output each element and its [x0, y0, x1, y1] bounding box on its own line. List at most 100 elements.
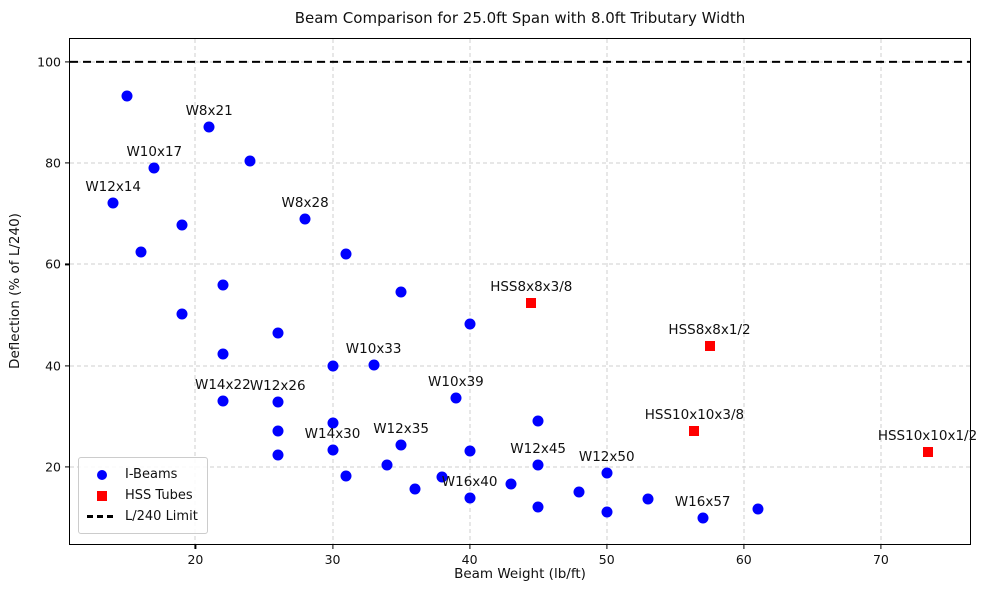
- x-gridline: [743, 39, 745, 544]
- data-point: [217, 348, 229, 360]
- chart-title: Beam Comparison for 25.0ft Span with 8.0…: [294, 9, 746, 27]
- data-point-label: HSS10x10x1/2: [877, 428, 978, 445]
- x-tick-label: 20: [187, 552, 204, 567]
- x-tick-mark: [880, 544, 882, 549]
- legend-swatch: [79, 490, 125, 501]
- x-tick-mark: [331, 544, 334, 549]
- data-point: [244, 155, 256, 167]
- y-tick-mark: [65, 365, 70, 367]
- data-point: [340, 470, 352, 482]
- data-point-label: W12x26: [249, 377, 306, 394]
- data-point-w12x45: [532, 459, 544, 471]
- legend-entry: I-Beams: [79, 464, 207, 485]
- data-point-hss8x8x1/2: [704, 340, 715, 351]
- data-point: [176, 308, 188, 320]
- data-point: [272, 449, 284, 461]
- y-tick-label: 60: [45, 256, 61, 272]
- y-tick-mark: [65, 61, 70, 63]
- legend-swatch: [79, 469, 125, 480]
- y-tick-label: 40: [45, 358, 61, 374]
- data-point-label: W10x17: [126, 143, 183, 160]
- x-tick-mark: [469, 544, 471, 549]
- data-point-w12x50: [601, 467, 613, 479]
- data-point-label: W12x35: [373, 421, 429, 438]
- data-point: [505, 478, 517, 490]
- data-point-w14x22: [217, 395, 229, 407]
- legend-label: I-Beams: [125, 467, 178, 482]
- data-point: [752, 503, 763, 515]
- x-gridline: [606, 39, 608, 544]
- data-point-label: W14x30: [304, 425, 361, 442]
- data-point-label: W12x14: [85, 178, 142, 195]
- limit-line: [70, 60, 970, 63]
- plot-area: I-Beams HSS Tubes L/240 Limit 20 30 40 50 60 70…: [37, 38, 977, 567]
- data-point-w12x35: [395, 439, 407, 451]
- data-point-label: W12x50: [578, 448, 635, 465]
- y-gridline: [70, 365, 970, 367]
- data-point: [272, 425, 284, 437]
- data-point-label: W10x33: [345, 340, 402, 357]
- data-point-label: HSS10x10x3/8: [644, 407, 745, 424]
- y-tick-label: 80: [45, 155, 61, 171]
- x-tick-label: 70: [872, 552, 889, 567]
- data-point-label: W16x40: [441, 474, 498, 491]
- data-point-label: W8x21: [185, 102, 233, 119]
- data-point: [436, 471, 448, 483]
- data-point-label: W10x39: [428, 373, 484, 390]
- circle-marker-icon: [97, 469, 107, 480]
- dashed-line-icon: [87, 515, 117, 518]
- y-gridline: [70, 263, 970, 265]
- data-point-label: W16x57: [674, 494, 731, 511]
- data-point: [327, 360, 339, 372]
- data-point: [532, 415, 544, 427]
- x-axis-label: Beam Weight (lb/ft): [454, 566, 586, 582]
- legend-label: HSS Tubes: [125, 488, 193, 503]
- legend-swatch: [79, 515, 125, 518]
- data-point: [573, 486, 585, 498]
- y-axis-label: Deflection (% of L/240): [7, 213, 23, 369]
- legend: I-Beams HSS Tubes L/240 Limit: [78, 457, 208, 534]
- x-gridline: [469, 39, 471, 544]
- data-point: [135, 246, 147, 258]
- y-tick-label: 100: [37, 54, 61, 70]
- y-tick-label: 20: [45, 459, 61, 475]
- data-point: [395, 286, 407, 298]
- y-tick-mark: [65, 466, 70, 468]
- data-point-w10x17: [148, 162, 160, 174]
- data-point-w14x30: [327, 444, 339, 456]
- data-point: [409, 483, 421, 495]
- legend-entry: L/240 Limit: [79, 506, 207, 527]
- x-gridline: [194, 39, 196, 544]
- data-point-hss10x10x3/8: [689, 426, 700, 437]
- data-point: [464, 445, 476, 457]
- data-point: [532, 501, 544, 513]
- data-point-hss10x10x1/2: [922, 447, 933, 458]
- x-tick-mark: [194, 544, 197, 549]
- x-tick-mark: [606, 544, 608, 549]
- data-point-w10x39: [450, 392, 462, 404]
- y-gridline: [70, 466, 970, 468]
- y-gridline: [70, 162, 970, 164]
- data-point-label: HSS8x8x1/2: [668, 321, 751, 338]
- data-point: [217, 279, 229, 291]
- y-tick-mark: [65, 263, 70, 265]
- x-gridline: [880, 39, 882, 544]
- data-point: [464, 318, 476, 330]
- data-point-w8x28: [299, 213, 311, 225]
- data-point-w12x14: [107, 197, 119, 209]
- data-point: [340, 248, 352, 260]
- x-gridline: [332, 39, 334, 544]
- data-point-w12x26: [272, 396, 284, 408]
- data-point-hss8x8x3/8: [526, 297, 537, 308]
- x-tick-label: 30: [324, 552, 341, 567]
- data-point: [327, 417, 339, 429]
- legend-entry: HSS Tubes: [79, 485, 207, 506]
- data-point: [642, 493, 654, 505]
- data-point-label: W8x28: [281, 195, 329, 212]
- data-point: [176, 219, 188, 231]
- data-point-label: HSS8x8x3/8: [490, 278, 573, 295]
- x-tick-label: 60: [735, 552, 752, 567]
- x-tick-label: 50: [598, 552, 615, 567]
- legend-label: L/240 Limit: [125, 509, 198, 524]
- data-point-label: W12x45: [510, 440, 567, 457]
